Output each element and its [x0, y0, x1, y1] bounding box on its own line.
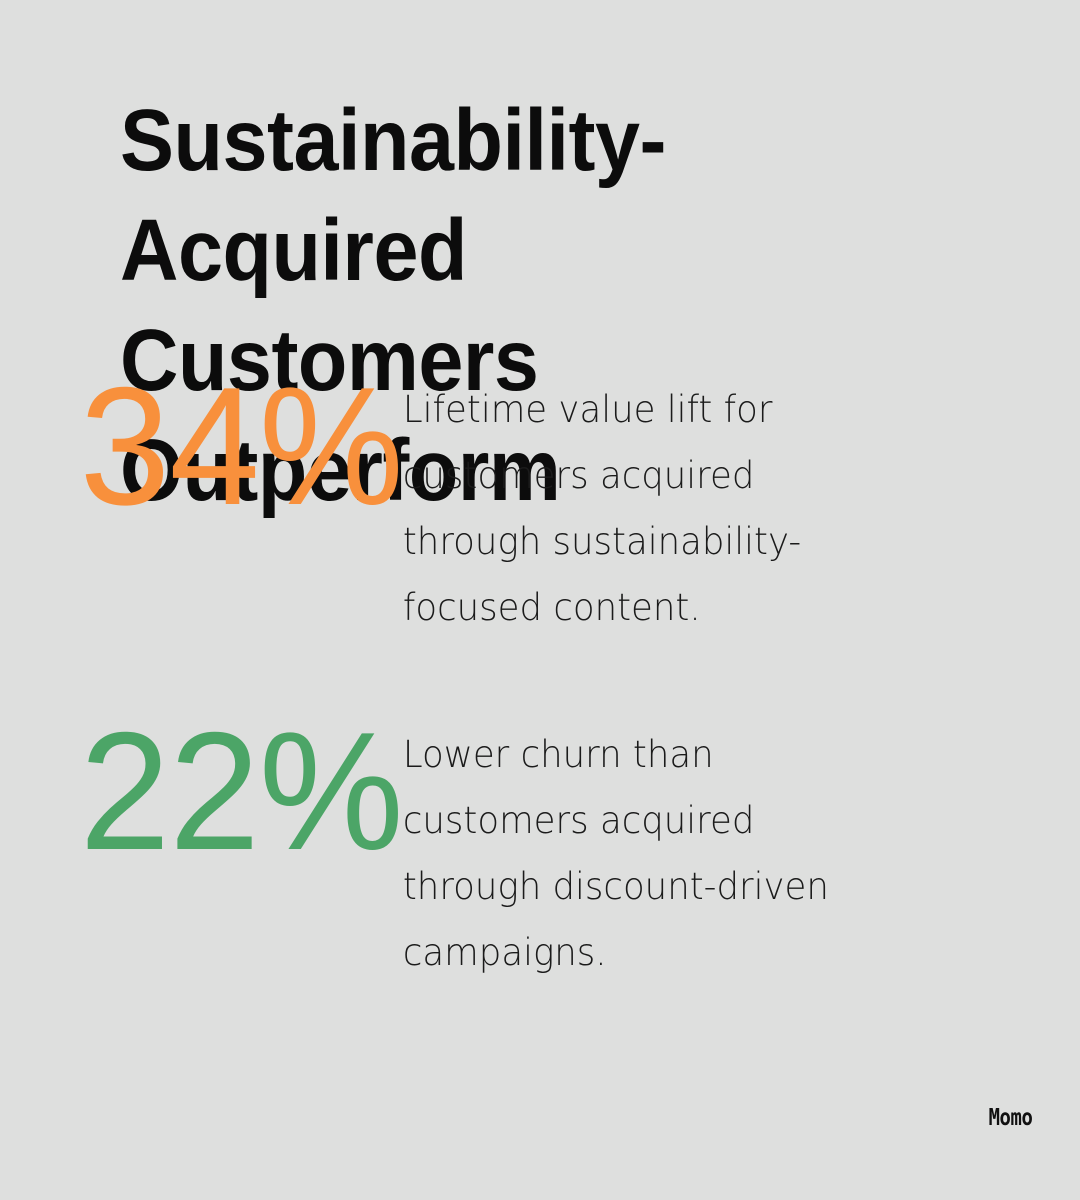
stat-description-primary: Lifetime value lift for customers acquir… — [402, 388, 802, 629]
stat-value-secondary: 22% — [79, 697, 404, 885]
stat-description-secondary: Lower churn than customers acquired thro… — [402, 733, 829, 974]
stat-row: 34% Lifetime value lift for customers ac… — [0, 355, 1080, 700]
page-title: Sustainability-Acquired Customers Outper… — [120, 92, 667, 519]
stats-list: 34% Lifetime value lift for customers ac… — [0, 355, 1080, 1045]
stat-value-primary: 34% — [79, 352, 404, 540]
stat-row: 22% Lower churn than customers acquired … — [0, 700, 1080, 1045]
brand-logo: Momo — [988, 1105, 1032, 1131]
